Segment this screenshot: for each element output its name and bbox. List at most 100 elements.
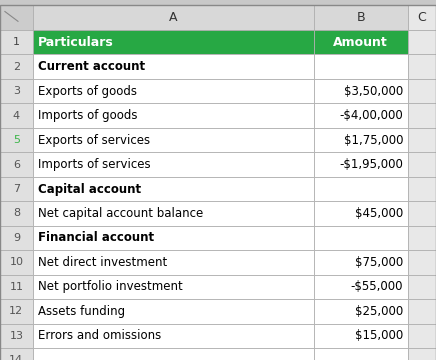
Bar (0, 324, 33, 348)
Bar (408, 348, 436, 360)
Text: Amount: Amount (334, 36, 388, 49)
Bar (408, 128, 436, 152)
Bar (314, 5, 408, 30)
Bar (314, 226, 408, 250)
Bar (33, 250, 314, 275)
Text: Errors and omissions: Errors and omissions (38, 329, 161, 342)
Text: A: A (169, 11, 177, 24)
Bar (0, 275, 33, 299)
Bar (33, 177, 314, 201)
Text: 7: 7 (13, 184, 20, 194)
Bar (33, 201, 314, 226)
Bar (0, 103, 33, 128)
Text: 5: 5 (13, 135, 20, 145)
Bar (408, 79, 436, 103)
Bar (33, 128, 314, 152)
Bar (33, 103, 314, 128)
Text: Net capital account balance: Net capital account balance (38, 207, 203, 220)
Bar (0, 348, 33, 360)
Bar (0, 79, 33, 103)
Bar (33, 299, 314, 324)
Text: 4: 4 (13, 111, 20, 121)
Text: 3: 3 (13, 86, 20, 96)
Text: $15,000: $15,000 (355, 329, 403, 342)
Text: Assets funding: Assets funding (38, 305, 125, 318)
Bar (408, 275, 436, 299)
Bar (314, 30, 408, 54)
Bar (314, 299, 408, 324)
Bar (0, 30, 33, 54)
Text: Exports of goods: Exports of goods (38, 85, 137, 98)
Bar (408, 54, 436, 79)
Text: $25,000: $25,000 (355, 305, 403, 318)
Bar (33, 324, 314, 348)
Bar (408, 324, 436, 348)
Text: Capital account: Capital account (38, 183, 141, 195)
Bar (408, 299, 436, 324)
Bar (314, 201, 408, 226)
Text: Particulars: Particulars (38, 36, 114, 49)
Text: 13: 13 (9, 331, 24, 341)
Bar (314, 128, 408, 152)
Text: Imports of goods: Imports of goods (38, 109, 137, 122)
Bar (0, 299, 33, 324)
Bar (408, 250, 436, 275)
Text: Current account: Current account (38, 60, 145, 73)
Text: -$1,95,000: -$1,95,000 (339, 158, 403, 171)
Text: C: C (417, 11, 426, 24)
Text: 10: 10 (9, 257, 24, 267)
Bar (0, 152, 33, 177)
Bar (0, 250, 33, 275)
Text: 12: 12 (9, 306, 24, 316)
Bar (408, 201, 436, 226)
Bar (33, 152, 314, 177)
Bar (33, 275, 314, 299)
Text: 14: 14 (9, 355, 24, 360)
Bar (408, 30, 436, 54)
Bar (314, 177, 408, 201)
Text: $45,000: $45,000 (355, 207, 403, 220)
Bar (0, 201, 33, 226)
Bar (33, 226, 314, 250)
Text: 8: 8 (13, 208, 20, 219)
Text: $75,000: $75,000 (355, 256, 403, 269)
Bar (314, 79, 408, 103)
Text: Exports of services: Exports of services (38, 134, 150, 147)
Text: $1,75,000: $1,75,000 (344, 134, 403, 147)
Text: 6: 6 (13, 159, 20, 170)
Text: 11: 11 (9, 282, 24, 292)
Bar (314, 103, 408, 128)
Text: Imports of services: Imports of services (38, 158, 150, 171)
Bar (0, 226, 33, 250)
Text: Net direct investment: Net direct investment (38, 256, 167, 269)
Text: 9: 9 (13, 233, 20, 243)
Bar (314, 152, 408, 177)
Bar (0, 177, 33, 201)
Text: 1: 1 (13, 37, 20, 47)
Bar (408, 5, 436, 30)
Text: -$4,00,000: -$4,00,000 (340, 109, 403, 122)
Bar (33, 79, 314, 103)
Bar (314, 54, 408, 79)
Text: Net portfolio investment: Net portfolio investment (38, 280, 183, 293)
Text: B: B (357, 11, 365, 24)
Bar (0, 5, 33, 30)
Text: 2: 2 (13, 62, 20, 72)
Bar (314, 275, 408, 299)
Bar (314, 348, 408, 360)
Bar (408, 152, 436, 177)
Bar (408, 177, 436, 201)
Text: Financial account: Financial account (38, 231, 154, 244)
Bar (33, 54, 314, 79)
Bar (33, 348, 314, 360)
Bar (33, 5, 314, 30)
Bar (408, 226, 436, 250)
Bar (0, 54, 33, 79)
Text: -$55,000: -$55,000 (351, 280, 403, 293)
Bar (314, 324, 408, 348)
Bar (0, 128, 33, 152)
Bar (408, 103, 436, 128)
Text: $3,50,000: $3,50,000 (344, 85, 403, 98)
Bar (314, 250, 408, 275)
Bar (33, 30, 314, 54)
